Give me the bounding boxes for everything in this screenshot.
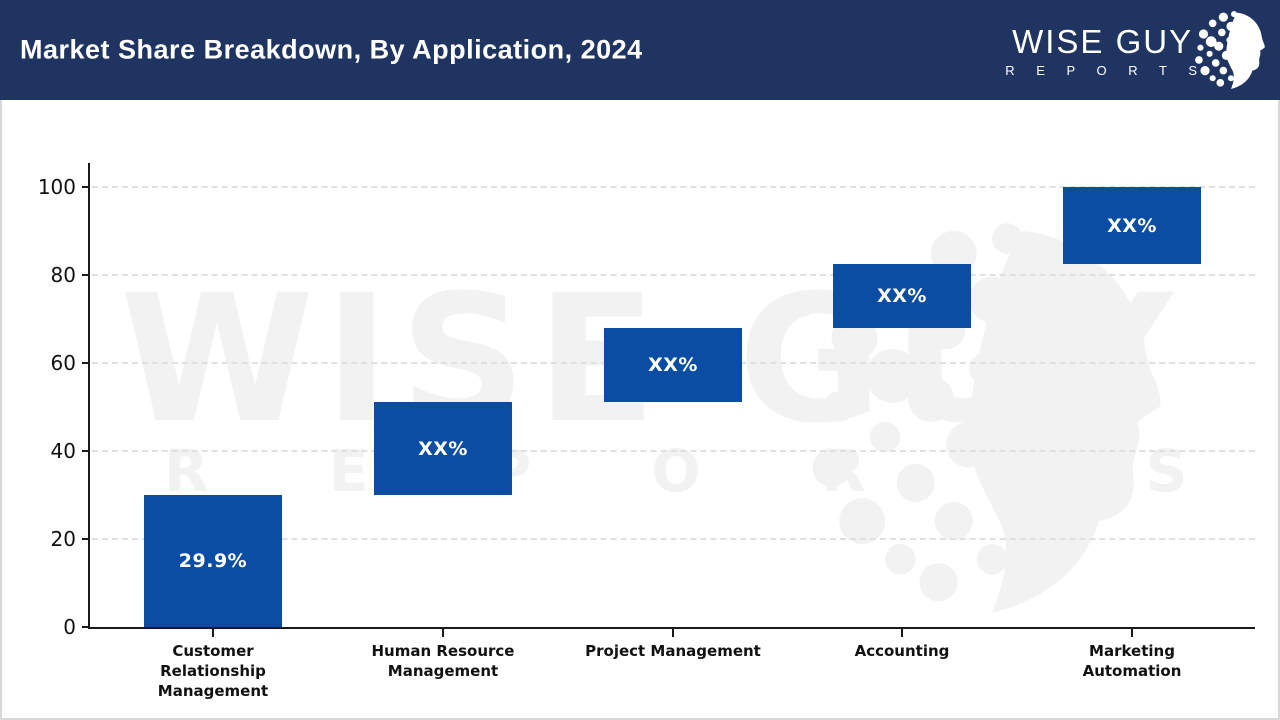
y-tick-20 [82, 538, 90, 540]
category-label-line: Automation [1082, 662, 1182, 680]
bar-3: XX% [604, 327, 742, 403]
y-tick-label-0: 0 [63, 615, 76, 639]
page-title: Market Share Breakdown, By Application, … [20, 34, 643, 65]
x-tick-3 [672, 629, 674, 637]
x-tick-5 [1131, 629, 1133, 637]
y-tick-label-40: 40 [50, 439, 76, 463]
y-tick-label-60: 60 [50, 351, 76, 375]
y-tick-label-20: 20 [50, 527, 76, 551]
bar-4: XX% [833, 264, 971, 328]
category-label-4: Accounting [752, 641, 1052, 661]
x-tick-1 [212, 629, 214, 637]
header-banner: Market Share Breakdown, By Application, … [0, 0, 1280, 100]
x-tick-2 [442, 629, 444, 637]
x-tick-4 [901, 629, 903, 637]
logo-subtitle: R E P O R T S [1005, 62, 1206, 78]
category-label-line: Management [157, 682, 269, 700]
bar-1: 29.9% [144, 495, 282, 627]
category-label-5: Marketing Automation [982, 641, 1278, 681]
y-tick-80 [82, 274, 90, 276]
gridline-20 [92, 538, 1255, 540]
chart-area: WISE GUY R E P O R T S 0 20 40 60 80 100 29.9%… [0, 100, 1280, 720]
bar-value-label: 29.9% [178, 550, 248, 573]
y-tick-40 [82, 450, 90, 452]
gridline-80 [92, 274, 1255, 276]
category-label-line: Management [387, 662, 499, 680]
y-tick-label-80: 80 [50, 263, 76, 287]
wise-guy-logo: WISE GUY R E P O R T S [999, 10, 1270, 90]
category-label-line: Marketing [1089, 642, 1175, 660]
gridline-100 [92, 186, 1255, 188]
bar-value-label: XX% [418, 437, 468, 460]
category-label-line: Customer [172, 642, 254, 660]
bar-5: XX% [1063, 187, 1201, 264]
category-label-2: Human Resource Management [293, 641, 593, 681]
bar-value-label: XX% [877, 284, 927, 307]
bar-value-label: XX% [1107, 214, 1157, 237]
category-label-line: Project Management [585, 642, 761, 660]
category-label-3: Project Management [523, 641, 823, 661]
category-label-line: Accounting [854, 642, 950, 660]
category-label-line: Relationship [160, 662, 266, 680]
category-label-1: Customer Relationship Management [63, 641, 363, 701]
bar-2: XX% [374, 402, 512, 496]
logo-wordmark: WISE GUY [1012, 22, 1194, 60]
y-axis-line [88, 163, 90, 629]
y-tick-100 [82, 186, 90, 188]
y-tick-label-100: 100 [37, 175, 76, 199]
logo-text: WISE GUY R E P O R T S [999, 23, 1206, 78]
x-axis-line [88, 627, 1255, 629]
bar-value-label: XX% [648, 353, 698, 376]
gridline-40 [92, 450, 1255, 452]
y-tick-60 [82, 362, 90, 364]
category-label-line: Human Resource [371, 642, 515, 660]
y-tick-0 [82, 626, 90, 628]
